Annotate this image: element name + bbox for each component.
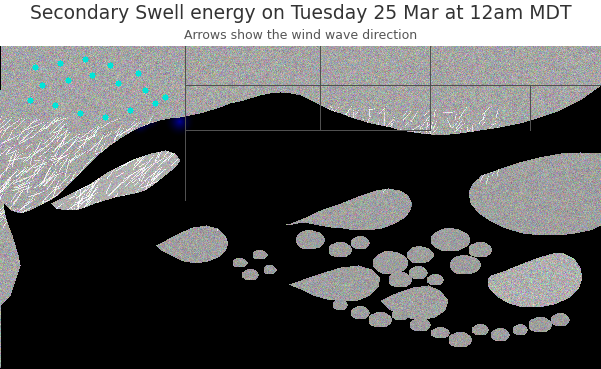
Text: Arrows show the wind wave direction: Arrows show the wind wave direction: [184, 30, 417, 42]
Text: Secondary Swell energy on Tuesday 25 Mar at 12am MDT: Secondary Swell energy on Tuesday 25 Mar…: [29, 4, 572, 23]
